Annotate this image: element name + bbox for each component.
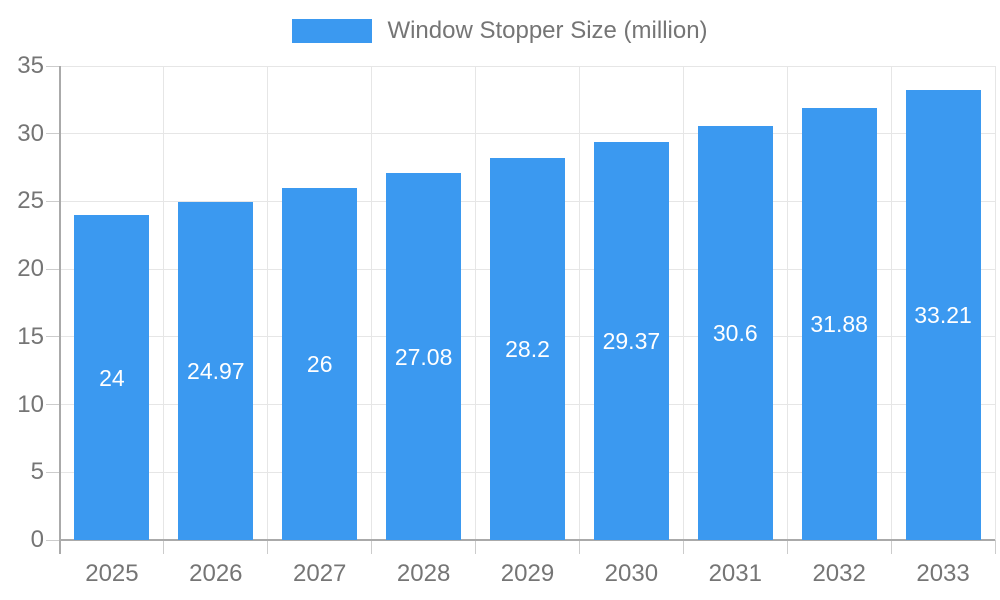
y-axis-label: 35 [17, 52, 44, 79]
y-gridline [60, 133, 995, 135]
bar-2029[interactable] [490, 158, 565, 540]
y-axis-line [59, 66, 61, 554]
bar-value-label: 27.08 [394, 343, 453, 370]
y-axis-label: 15 [17, 322, 44, 350]
y-axis-tick [46, 404, 60, 406]
bar-2030[interactable] [593, 142, 669, 540]
y-axis-tick [46, 539, 60, 541]
x-gridline [682, 66, 684, 540]
x-gridline [267, 66, 269, 540]
bar-2033[interactable] [905, 90, 981, 540]
x-axis-tick [475, 540, 477, 554]
y-gridline [60, 65, 995, 67]
y-axis-tick [46, 200, 60, 202]
bar-value-label: 33.21 [914, 302, 972, 328]
x-axis-label: 2031 [708, 560, 762, 587]
y-axis-tick [46, 268, 60, 270]
x-axis-label: 2026 [189, 560, 243, 587]
x-axis-line [60, 539, 995, 541]
y-axis-label: 10 [17, 390, 44, 418]
x-axis-label: 2029 [500, 560, 555, 587]
bar-2031[interactable] [697, 126, 773, 540]
y-axis-tick [46, 471, 60, 473]
x-axis-tick [371, 540, 373, 554]
x-gridline [578, 66, 580, 540]
x-axis-label: 2028 [396, 560, 451, 587]
bar-2026[interactable] [178, 202, 254, 540]
x-axis-label: 2030 [604, 560, 659, 587]
x-axis-label: 2032 [812, 560, 866, 587]
bar-value-label: 26 [306, 351, 333, 377]
x-gridline [163, 66, 165, 540]
x-gridline [890, 66, 892, 540]
bar-value-label: 24 [99, 364, 125, 391]
x-axis-tick [786, 540, 788, 554]
x-axis-tick [267, 540, 269, 554]
bar-2032[interactable] [801, 108, 877, 540]
y-axis-label: 0 [30, 526, 44, 553]
x-gridline [994, 66, 996, 540]
bar-value-label: 30.6 [712, 320, 758, 346]
x-axis-label: 2027 [293, 560, 347, 587]
bar-value-label: 28.2 [505, 336, 550, 362]
bar-2025[interactable] [74, 215, 150, 540]
legend-swatch-icon [292, 19, 373, 43]
y-axis-tick [46, 133, 60, 135]
x-axis-label: 2025 [85, 560, 139, 587]
y-axis-label: 30 [17, 119, 44, 147]
x-axis-tick [163, 540, 165, 554]
x-gridline [786, 66, 788, 540]
x-axis-tick [994, 540, 996, 554]
x-axis-tick [890, 540, 892, 554]
x-axis-tick [578, 540, 580, 554]
bar-value-label: 24.97 [187, 358, 245, 384]
legend-label: Window Stopper Size (million) [387, 17, 708, 44]
y-axis-label: 25 [17, 187, 44, 215]
bar-value-label: 29.37 [602, 328, 661, 354]
x-gridline [371, 66, 373, 540]
y-axis-label: 20 [17, 255, 44, 283]
y-axis-label: 5 [30, 458, 44, 486]
x-axis-label: 2033 [916, 560, 970, 587]
y-axis-tick [46, 65, 60, 67]
y-axis-tick [46, 336, 60, 338]
x-axis-tick [682, 540, 684, 554]
bar-value-label: 31.88 [810, 311, 868, 337]
x-gridline [475, 66, 477, 540]
bar-2027[interactable] [282, 188, 358, 540]
legend[interactable]: Window Stopper Size (million) [0, 17, 1000, 45]
bar-2028[interactable] [386, 173, 462, 540]
